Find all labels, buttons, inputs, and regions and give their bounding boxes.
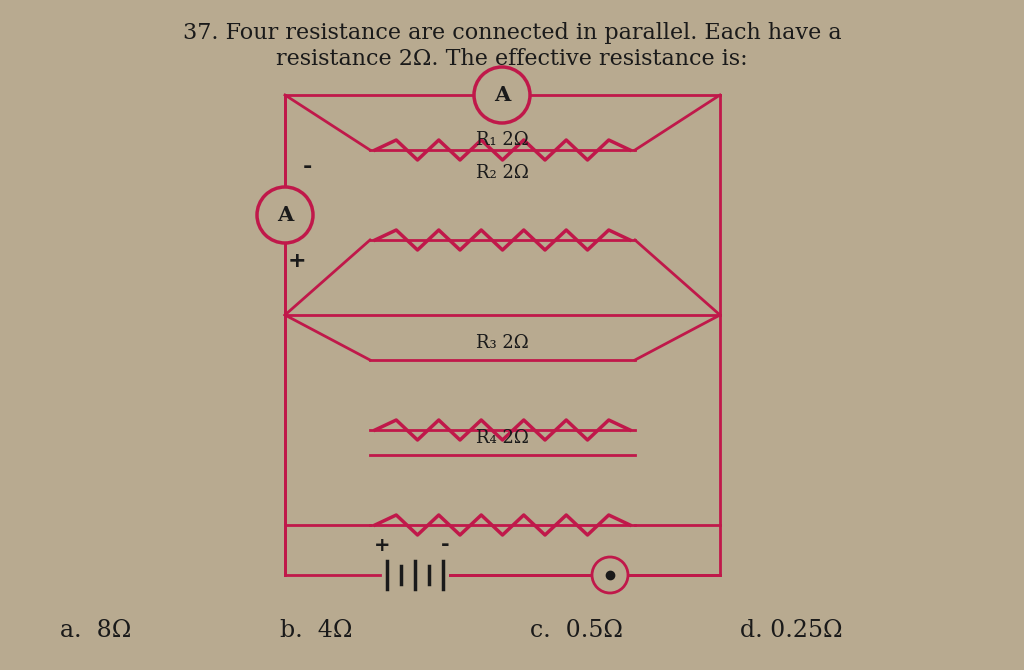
Text: +: + [374, 536, 390, 555]
Text: c.  0.5Ω: c. 0.5Ω [530, 619, 623, 642]
Text: R₂ 2Ω: R₂ 2Ω [476, 164, 529, 182]
Text: R₁ 2Ω: R₁ 2Ω [475, 131, 528, 149]
Text: -: - [302, 157, 311, 177]
Text: b.  4Ω: b. 4Ω [280, 619, 352, 642]
Circle shape [257, 187, 313, 243]
Text: R₃ 2Ω: R₃ 2Ω [476, 334, 528, 352]
Text: +: + [288, 251, 306, 271]
Text: resistance 2Ω. The effective resistance is:: resistance 2Ω. The effective resistance … [276, 48, 748, 70]
Text: A: A [276, 205, 293, 225]
Text: 37. Four resistance are connected in parallel. Each have a: 37. Four resistance are connected in par… [182, 22, 842, 44]
Text: A: A [494, 85, 510, 105]
Circle shape [592, 557, 628, 593]
Circle shape [474, 67, 530, 123]
Text: d. 0.25Ω: d. 0.25Ω [740, 619, 843, 642]
Text: R₄ 2Ω: R₄ 2Ω [476, 429, 529, 447]
Text: a.  8Ω: a. 8Ω [60, 619, 131, 642]
Text: -: - [440, 535, 450, 555]
